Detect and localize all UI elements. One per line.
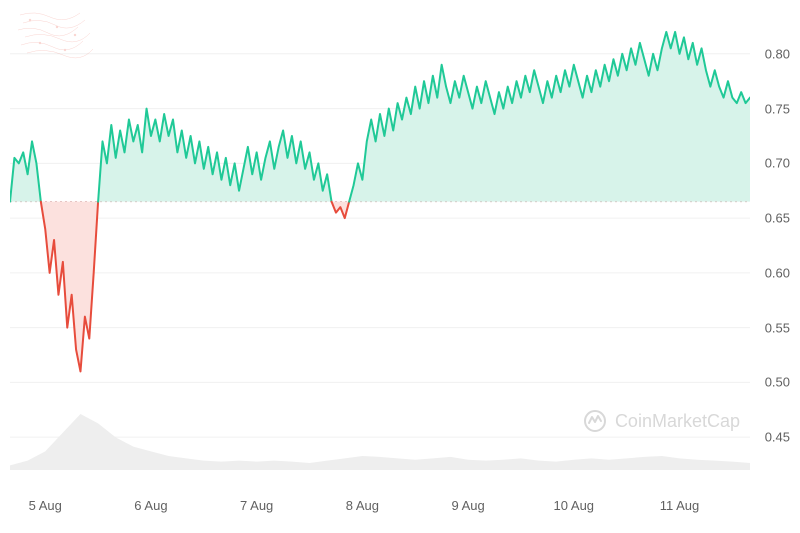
y-tick-label: 0.70 [765, 156, 790, 171]
area-up [10, 141, 41, 201]
watermark: CoinMarketCap [583, 409, 740, 433]
y-tick-label: 0.45 [765, 430, 790, 445]
x-tick-label: 9 Aug [451, 498, 484, 513]
y-tick-label: 0.65 [765, 211, 790, 226]
y-tick-label: 0.75 [765, 101, 790, 116]
watermark-text: CoinMarketCap [615, 411, 740, 432]
x-tick-label: 10 Aug [554, 498, 595, 513]
y-tick-label: 0.55 [765, 320, 790, 335]
y-tick-label: 0.50 [765, 375, 790, 390]
logo-scribble [15, 5, 95, 65]
x-tick-label: 11 Aug [660, 498, 700, 513]
x-tick-label: 7 Aug [240, 498, 273, 513]
x-tick-label: 5 Aug [29, 498, 62, 513]
area-up [98, 109, 331, 202]
plot-area [10, 10, 750, 470]
x-tick-label: 8 Aug [346, 498, 379, 513]
price-chart: 0.45 0.50 0.55 0.60 0.65 0.70 0.75 0.80 5 Aug 6 … [0, 0, 800, 533]
chart-svg [10, 10, 750, 470]
y-axis: 0.45 0.50 0.55 0.60 0.65 0.70 0.75 0.80 [750, 10, 800, 470]
coinmarketcap-icon [583, 409, 607, 433]
y-tick-label: 0.80 [765, 46, 790, 61]
y-tick-label: 0.60 [765, 265, 790, 280]
area-down [41, 202, 98, 372]
x-tick-label: 6 Aug [134, 498, 167, 513]
x-axis: 5 Aug 6 Aug 7 Aug 8 Aug 9 Aug 10 Aug 11 Aug [10, 473, 750, 533]
